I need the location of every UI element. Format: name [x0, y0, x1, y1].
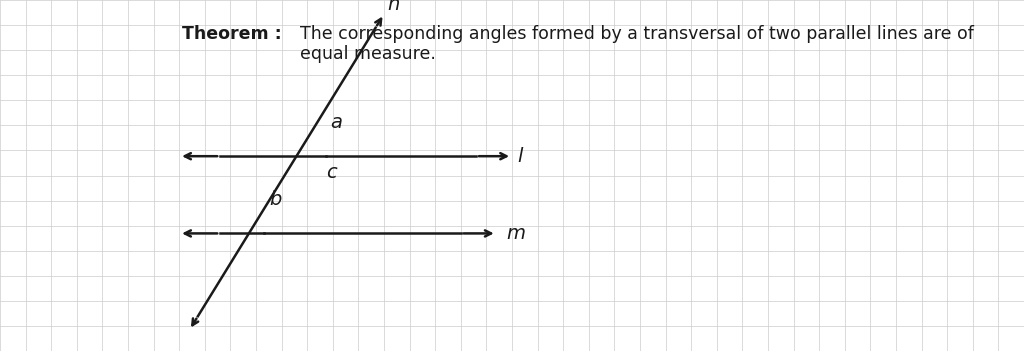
- Text: The corresponding angles formed by a transversal of two parallel lines are of
eq: The corresponding angles formed by a tra…: [300, 25, 974, 64]
- Text: $m$: $m$: [506, 224, 525, 243]
- Text: $b$: $b$: [269, 190, 283, 209]
- Text: $c$: $c$: [326, 163, 338, 182]
- Text: $n$: $n$: [387, 0, 400, 14]
- Text: $a$: $a$: [330, 113, 342, 132]
- Text: Theorem :: Theorem :: [182, 25, 288, 42]
- Text: $l$: $l$: [517, 147, 524, 166]
